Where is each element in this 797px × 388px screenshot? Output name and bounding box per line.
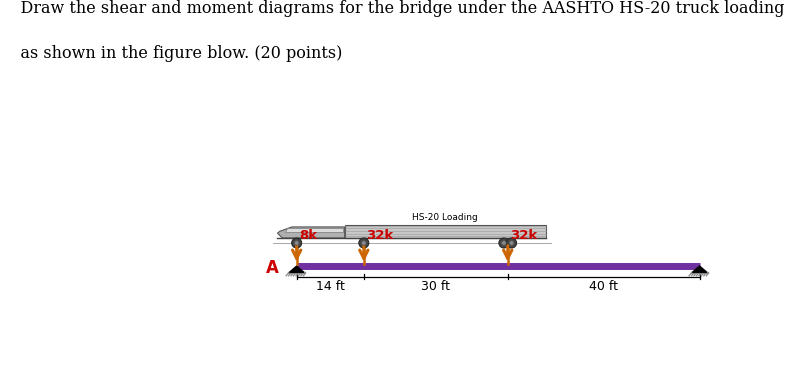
Circle shape — [509, 241, 514, 245]
Circle shape — [507, 238, 516, 248]
Polygon shape — [289, 266, 304, 272]
Circle shape — [294, 241, 299, 245]
Circle shape — [292, 238, 302, 248]
Polygon shape — [691, 272, 709, 274]
Polygon shape — [288, 272, 305, 274]
Text: 32k: 32k — [366, 229, 394, 242]
Text: 32k: 32k — [510, 229, 537, 242]
Polygon shape — [344, 225, 546, 238]
Circle shape — [499, 238, 509, 248]
Text: 14 ft: 14 ft — [316, 280, 344, 293]
Text: 40 ft: 40 ft — [589, 280, 618, 293]
Text: Draw the shear and moment diagrams for the bridge under the AASHTO HS-20 truck l: Draw the shear and moment diagrams for t… — [0, 0, 784, 17]
Text: as shown in the figure blow. (20 points): as shown in the figure blow. (20 points) — [0, 45, 343, 62]
Text: HS-20 Loading: HS-20 Loading — [413, 213, 478, 222]
Polygon shape — [277, 227, 344, 238]
Text: 8k: 8k — [299, 229, 317, 242]
Text: 30 ft: 30 ft — [422, 280, 450, 293]
Circle shape — [362, 241, 366, 245]
Polygon shape — [285, 228, 344, 232]
Circle shape — [501, 241, 506, 245]
Text: A: A — [266, 260, 279, 277]
Polygon shape — [693, 266, 707, 272]
Circle shape — [359, 238, 369, 248]
